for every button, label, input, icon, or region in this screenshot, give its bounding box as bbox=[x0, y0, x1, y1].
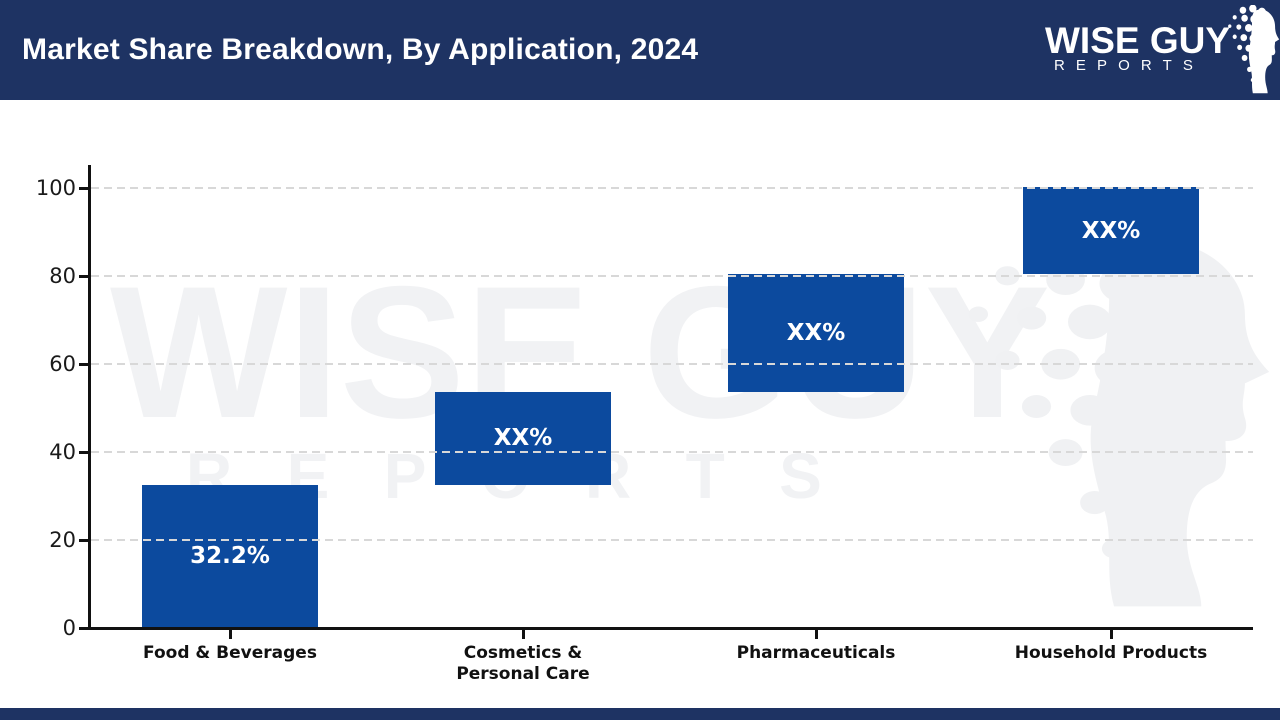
header-bar: Market Share Breakdown, By Application, … bbox=[0, 0, 1280, 100]
x-tick-label: Food & Beverages bbox=[143, 643, 317, 663]
y-tick-mark bbox=[79, 627, 88, 630]
x-tick-mark bbox=[522, 630, 525, 639]
y-tick-label: 100 bbox=[35, 176, 76, 200]
y-tick-label: 0 bbox=[62, 616, 76, 640]
y-axis-line bbox=[88, 165, 91, 630]
bar-value-label: XX% bbox=[1081, 217, 1141, 244]
y-tick-mark bbox=[79, 275, 88, 278]
gridline bbox=[91, 363, 1253, 365]
y-tick-mark bbox=[79, 451, 88, 454]
bar bbox=[728, 274, 904, 392]
gridline bbox=[91, 275, 1253, 277]
brand-face-icon bbox=[1228, 5, 1280, 94]
page-title: Market Share Breakdown, By Application, … bbox=[22, 33, 699, 66]
bar-value-label: XX% bbox=[786, 319, 846, 346]
y-tick-mark bbox=[79, 363, 88, 366]
bar bbox=[435, 391, 611, 486]
brand-subtitle: REPORTS bbox=[1054, 57, 1204, 74]
gridline bbox=[91, 187, 1253, 189]
brand-name: WISE GUY bbox=[1045, 20, 1231, 61]
x-tick-mark bbox=[229, 630, 232, 639]
x-tick-label: Household Products bbox=[1014, 643, 1208, 663]
gridline bbox=[91, 451, 1253, 453]
x-tick-label: Pharmaceuticals bbox=[736, 643, 896, 663]
brand-logo: WISE GUY REPORTS bbox=[1040, 0, 1280, 100]
bar bbox=[1023, 187, 1199, 275]
x-axis-line bbox=[88, 627, 1253, 630]
x-tick-mark bbox=[1110, 630, 1113, 639]
y-tick-mark bbox=[79, 539, 88, 542]
x-tick-label: Cosmetics & Personal Care bbox=[456, 643, 590, 685]
y-tick-label: 80 bbox=[49, 264, 76, 288]
bar-value-label: XX% bbox=[493, 425, 553, 452]
bar-value-label: 32.2% bbox=[190, 543, 270, 570]
gridline bbox=[91, 539, 1253, 541]
footer-bar bbox=[0, 708, 1280, 720]
bar bbox=[142, 485, 318, 627]
y-tick-label: 20 bbox=[49, 528, 76, 552]
x-tick-mark bbox=[815, 630, 818, 639]
y-tick-label: 40 bbox=[49, 440, 76, 464]
y-tick-mark bbox=[79, 187, 88, 190]
y-tick-label: 60 bbox=[49, 352, 76, 376]
